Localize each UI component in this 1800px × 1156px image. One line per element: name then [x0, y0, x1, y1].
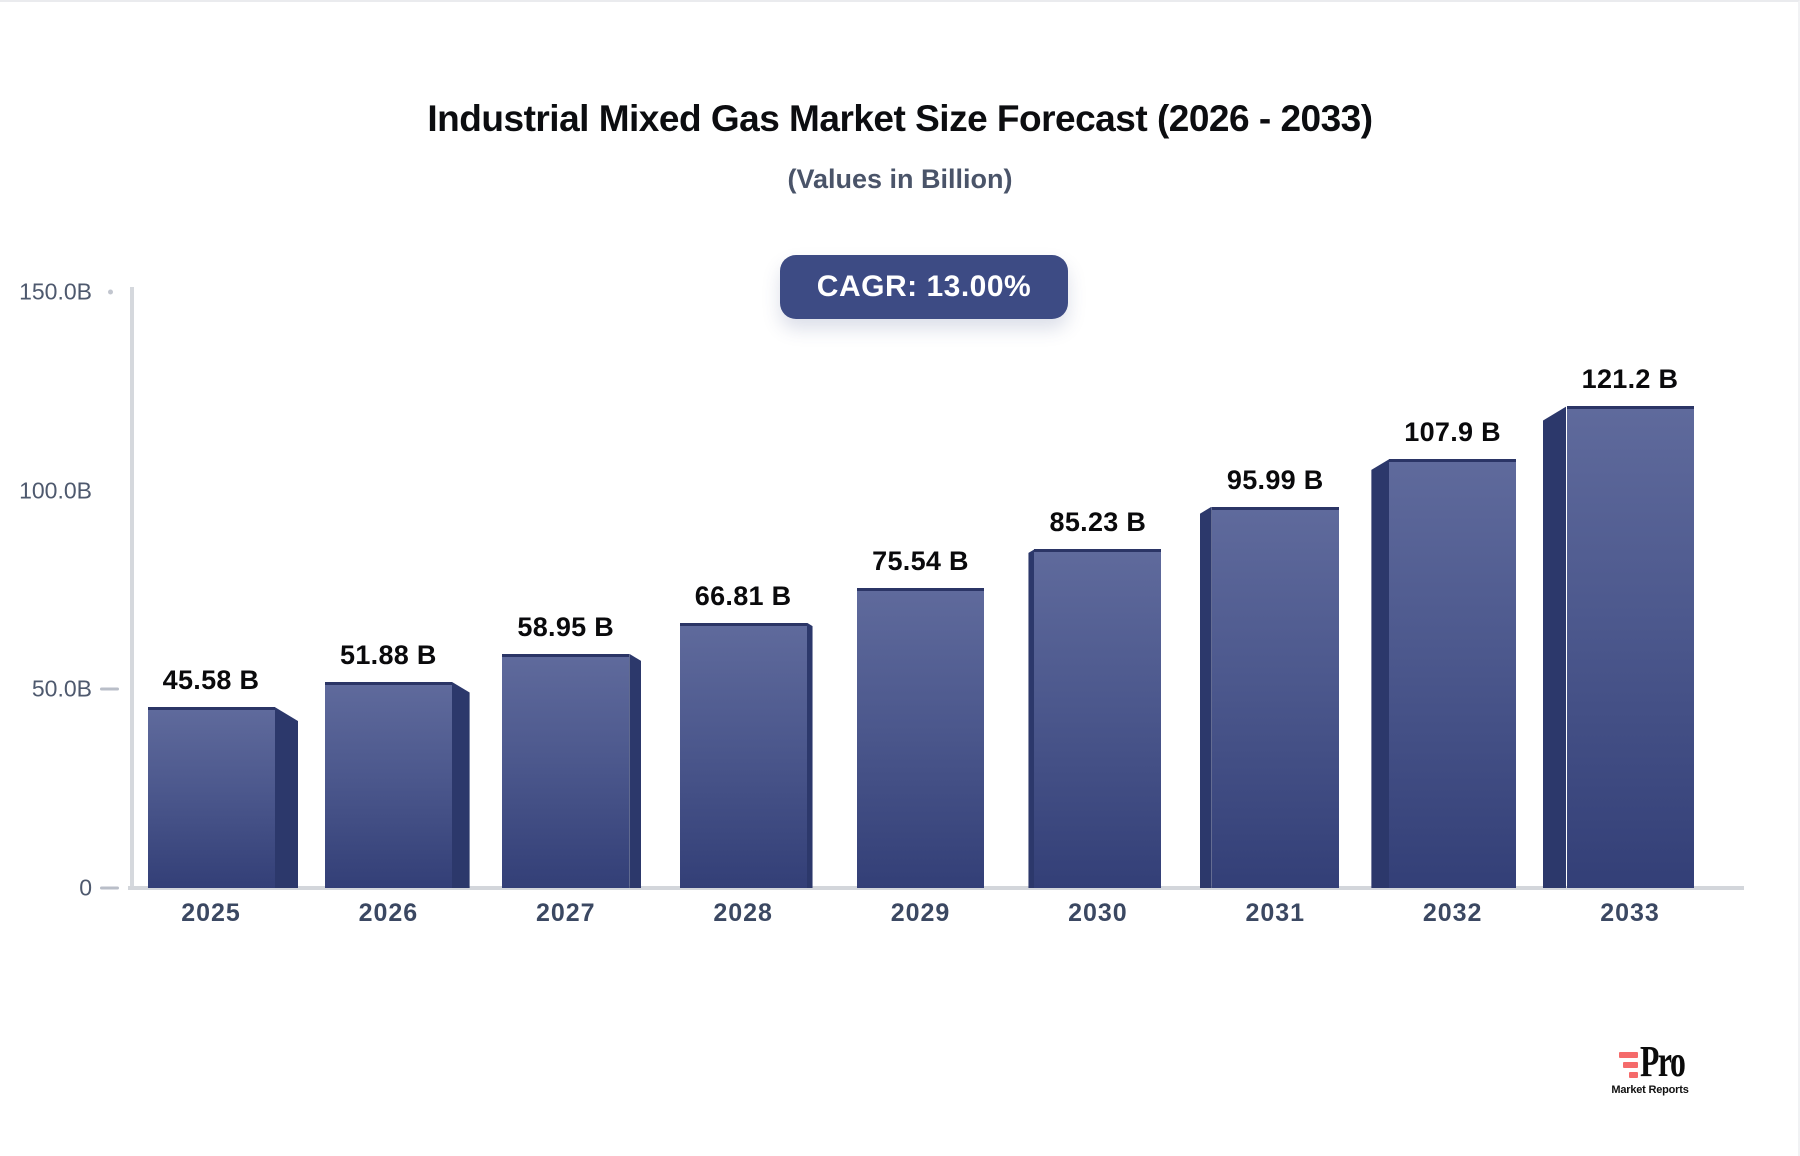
y-axis-tick-label: 100.0B — [19, 477, 92, 504]
bar-value-label: 58.95 B — [517, 611, 615, 642]
bar-value-label: 107.9 B — [1404, 417, 1501, 448]
bar-side-face — [451, 681, 470, 888]
bar-front-face — [147, 706, 275, 888]
bar-front-face — [857, 587, 984, 888]
x-axis-label: 2028 — [713, 899, 773, 927]
x-axis-label: 2030 — [1068, 899, 1128, 927]
cagr-badge-label: CAGR: 13.00% — [816, 270, 1032, 303]
bar-front-face — [1034, 549, 1162, 888]
y-axis-tick-label: 50.0B — [31, 675, 92, 702]
x-axis-label: 2027 — [535, 899, 596, 927]
x-axis-line — [128, 886, 1744, 890]
bar-side-face — [274, 706, 299, 888]
x-axis-label: 2029 — [890, 899, 951, 927]
y-axis-tick-mark — [108, 289, 113, 295]
y-axis-tick-mark — [100, 886, 119, 890]
y-axis-tick-mark — [100, 687, 119, 691]
bar-front-face — [1566, 406, 1694, 888]
bar-value-label: 121.2 B — [1581, 364, 1679, 395]
chart-subtitle: (Values in Billion) — [787, 164, 1013, 194]
bar-value-label: 51.88 B — [340, 639, 437, 670]
x-axis-label: 2033 — [1600, 899, 1660, 927]
bar-side-face — [806, 622, 813, 888]
y-axis-tick-label: 150.0B — [19, 278, 92, 305]
bar-front-face — [1211, 506, 1339, 888]
x-axis-label: 2026 — [358, 899, 419, 927]
x-axis-label: 2031 — [1245, 899, 1306, 927]
bar-side-face — [629, 653, 642, 888]
logo-brand-text: Pro — [1640, 1037, 1686, 1086]
bar-value-label: 85.23 B — [1049, 507, 1147, 538]
y-axis-line — [130, 287, 134, 888]
cagr-badge: CAGR: 13.00% — [780, 255, 1068, 319]
bar-side-face — [1028, 549, 1035, 888]
bar-side-face — [1199, 506, 1212, 888]
bar-side-face — [1371, 459, 1390, 888]
bar-front-face — [502, 653, 630, 888]
bar-value-label: 45.58 B — [162, 664, 260, 695]
x-axis-label: 2032 — [1422, 899, 1483, 927]
x-axis-label: 2025 — [181, 899, 241, 927]
chart-title: Industrial Mixed Gas Market Size Forecas… — [427, 98, 1373, 139]
bar-front-face — [1389, 459, 1517, 888]
logo-speed-bars-icon — [1619, 1052, 1639, 1078]
bar-value-label: 66.81 B — [694, 580, 792, 611]
bar-front-face — [679, 622, 807, 888]
logo-tagline: Market Reports — [1611, 1084, 1689, 1096]
bar-value-label: 95.99 B — [1226, 464, 1324, 495]
bar-front-face — [324, 681, 452, 888]
brand-logo: Pro Market Reports — [1598, 1037, 1702, 1097]
y-axis-tick-label: 0 — [79, 874, 92, 901]
bar-value-label: 75.54 B — [872, 545, 969, 576]
bar-side-face — [1542, 406, 1567, 888]
